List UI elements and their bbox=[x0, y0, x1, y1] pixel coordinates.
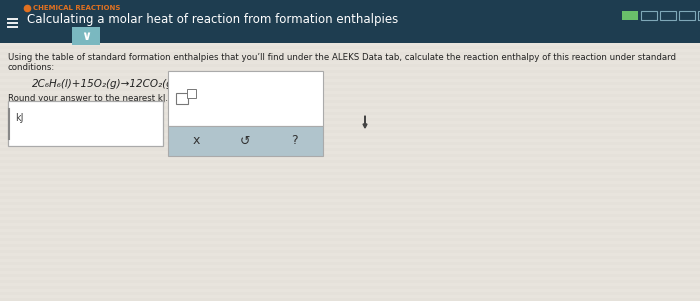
Bar bbox=[0, 262, 700, 265]
FancyArrow shape bbox=[363, 116, 367, 128]
Bar bbox=[168, 71, 323, 126]
Bar bbox=[0, 292, 700, 295]
Bar bbox=[0, 184, 700, 187]
Text: ↺: ↺ bbox=[239, 135, 251, 147]
Bar bbox=[0, 232, 700, 235]
Bar bbox=[698, 11, 700, 20]
Bar bbox=[0, 202, 700, 205]
Bar bbox=[0, 10, 700, 13]
Bar bbox=[168, 126, 323, 156]
Bar bbox=[0, 64, 700, 67]
Bar bbox=[641, 11, 657, 20]
Bar bbox=[0, 76, 700, 79]
Text: Using the table of standard formation enthalpies that you’ll find under the ALEK: Using the table of standard formation en… bbox=[8, 53, 676, 62]
Bar bbox=[0, 208, 700, 211]
Bar bbox=[0, 22, 700, 25]
Text: Round your answer to the nearest kJ.: Round your answer to the nearest kJ. bbox=[8, 94, 168, 103]
Bar bbox=[0, 148, 700, 151]
Text: ∨: ∨ bbox=[81, 29, 91, 42]
Bar bbox=[0, 286, 700, 289]
Bar bbox=[0, 112, 700, 115]
Text: CHEMICAL REACTIONS: CHEMICAL REACTIONS bbox=[33, 5, 120, 11]
Bar bbox=[0, 100, 700, 103]
Bar bbox=[0, 220, 700, 223]
Bar bbox=[0, 58, 700, 61]
Text: x: x bbox=[193, 135, 200, 147]
Text: Calculating a molar heat of reaction from formation enthalpies: Calculating a molar heat of reaction fro… bbox=[27, 13, 398, 26]
Bar bbox=[0, 226, 700, 229]
Bar bbox=[0, 52, 700, 55]
Bar bbox=[0, 118, 700, 121]
Bar bbox=[679, 11, 695, 20]
Bar bbox=[0, 46, 700, 49]
Bar bbox=[0, 214, 700, 217]
Bar bbox=[0, 0, 700, 1]
Text: ?: ? bbox=[290, 135, 298, 147]
Bar bbox=[0, 280, 700, 283]
Bar bbox=[176, 93, 188, 104]
Bar bbox=[0, 190, 700, 193]
Bar bbox=[0, 88, 700, 91]
Text: 2C₆H₆(l)+15O₂(g)→12CO₂(g)+6H₂O(l): 2C₆H₆(l)+15O₂(g)→12CO₂(g)+6H₂O(l) bbox=[32, 79, 224, 89]
Bar bbox=[0, 106, 700, 109]
Bar bbox=[0, 154, 700, 157]
Bar bbox=[0, 172, 700, 175]
Bar bbox=[0, 136, 700, 139]
Bar bbox=[0, 0, 700, 43]
Bar bbox=[0, 244, 700, 247]
Bar bbox=[0, 268, 700, 271]
Bar bbox=[0, 34, 700, 37]
Bar bbox=[0, 94, 700, 97]
Bar bbox=[0, 70, 700, 73]
Bar bbox=[0, 298, 700, 301]
Bar bbox=[622, 11, 638, 20]
Bar bbox=[0, 130, 700, 133]
Bar bbox=[0, 274, 700, 277]
Bar bbox=[0, 166, 700, 169]
Bar bbox=[0, 160, 700, 163]
Text: conditions:: conditions: bbox=[8, 63, 55, 72]
Bar bbox=[8, 101, 163, 146]
Bar bbox=[0, 40, 700, 43]
Bar bbox=[187, 89, 196, 98]
Bar bbox=[0, 124, 700, 127]
Bar bbox=[660, 11, 676, 20]
Bar bbox=[0, 82, 700, 85]
Bar bbox=[0, 4, 700, 7]
Bar bbox=[72, 27, 100, 45]
Bar bbox=[0, 178, 700, 181]
Bar bbox=[0, 16, 700, 19]
Bar bbox=[0, 238, 700, 241]
Bar bbox=[0, 196, 700, 199]
Bar bbox=[0, 256, 700, 259]
Bar bbox=[0, 28, 700, 31]
Text: kJ: kJ bbox=[15, 113, 24, 123]
Bar bbox=[0, 142, 700, 145]
Bar bbox=[0, 250, 700, 253]
